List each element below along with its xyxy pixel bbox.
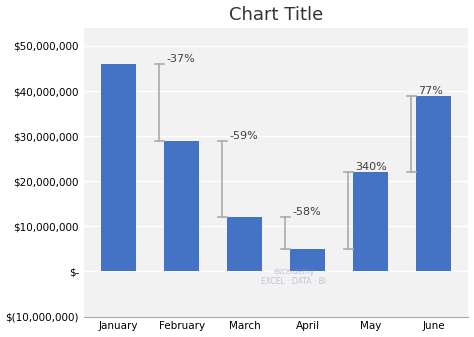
Text: -59%: -59% — [229, 131, 258, 141]
Text: 77%: 77% — [419, 86, 443, 96]
Text: -58%: -58% — [292, 207, 321, 217]
Text: exceldemy
EXCEL · DATA · BI: exceldemy EXCEL · DATA · BI — [261, 267, 327, 286]
Bar — [164, 141, 199, 272]
Bar — [417, 96, 451, 272]
Bar — [228, 217, 262, 272]
Text: 340%: 340% — [356, 162, 387, 172]
Title: Chart Title: Chart Title — [229, 5, 323, 24]
Bar — [101, 64, 136, 272]
Bar — [291, 249, 325, 272]
Bar — [354, 172, 388, 272]
Text: -37%: -37% — [166, 54, 195, 64]
